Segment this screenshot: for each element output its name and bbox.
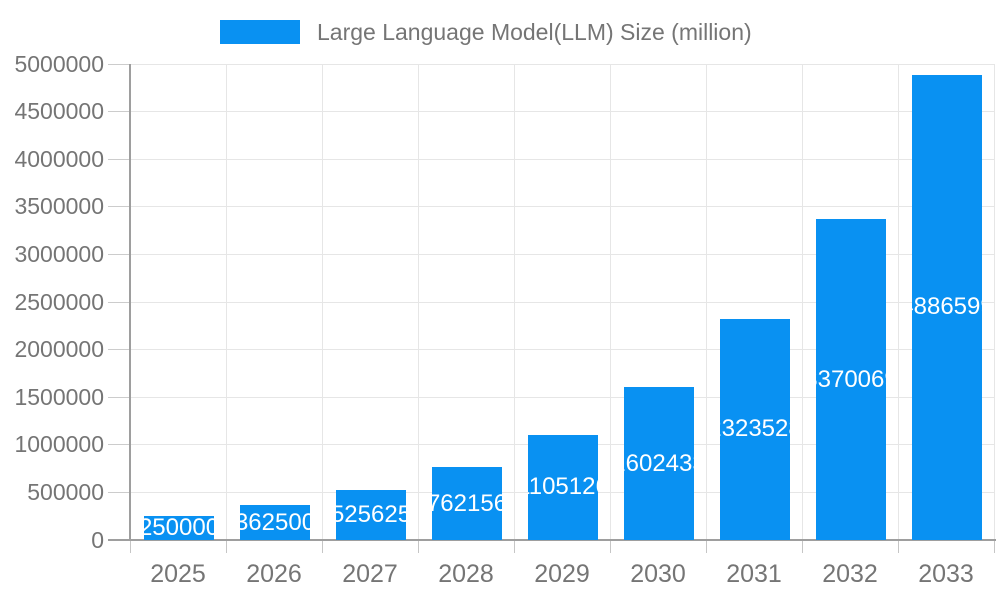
x-tick-label: 2032 xyxy=(822,560,878,588)
x-tick-label: 2028 xyxy=(438,560,494,588)
y-axis-tick xyxy=(108,253,130,255)
y-axis-tick xyxy=(108,491,130,493)
y-axis-tick xyxy=(108,444,130,446)
x-tick-label: 2033 xyxy=(918,560,974,588)
x-axis-tick xyxy=(897,541,899,553)
y-axis-tick xyxy=(108,158,130,160)
grid-line-v xyxy=(417,64,419,539)
grid-line-v xyxy=(609,64,611,539)
x-axis-tick xyxy=(609,541,611,553)
bar[interactable]: 1105126 xyxy=(528,434,598,540)
bar-value-label: 250000 xyxy=(144,516,214,540)
y-tick-label: 500000 xyxy=(27,478,104,505)
grid-line-v xyxy=(225,64,227,539)
bar-value-label: 525625 xyxy=(336,500,406,528)
x-axis-tick xyxy=(129,541,131,553)
grid-line-v xyxy=(513,64,515,539)
grid-line-h xyxy=(130,158,994,160)
y-axis-tick xyxy=(108,349,130,351)
bar-value-label: 1105126 xyxy=(528,473,598,501)
bar[interactable]: 4886599 xyxy=(912,74,982,540)
grid-line-h xyxy=(130,349,994,351)
grid-line-v xyxy=(897,64,899,539)
grid-line-v xyxy=(801,64,803,539)
y-axis-tick xyxy=(108,206,130,208)
grid-line-v xyxy=(993,64,995,539)
bar-value-label: 1602433 xyxy=(624,449,694,477)
y-tick-label: 2500000 xyxy=(14,288,104,315)
y-axis-tick xyxy=(108,301,130,303)
x-tick-label: 2025 xyxy=(150,560,206,588)
bar[interactable]: 1602433 xyxy=(624,387,694,540)
y-tick-label: 0 xyxy=(91,526,104,553)
grid-line-h xyxy=(130,253,994,255)
bar-value-label: 3370069 xyxy=(816,365,886,393)
chart-legend[interactable]: Large Language Model(LLM) Size (million) xyxy=(220,20,752,44)
bar-value-label: 2323528 xyxy=(720,415,790,443)
bar-value-label: 4886599 xyxy=(912,293,982,321)
x-tick-label: 2026 xyxy=(246,560,302,588)
grid-line-v xyxy=(705,64,707,539)
y-tick-label: 3000000 xyxy=(14,240,104,267)
y-tick-label: 2000000 xyxy=(14,336,104,363)
y-axis-line xyxy=(129,64,131,541)
grid-line-h xyxy=(130,63,994,65)
x-tick-label: 2027 xyxy=(342,560,398,588)
x-axis-tick xyxy=(993,541,995,553)
grid-line-h xyxy=(130,396,994,398)
y-tick-label: 5000000 xyxy=(14,50,104,77)
y-tick-label: 4000000 xyxy=(14,145,104,172)
bar-value-label: 362500 xyxy=(240,508,310,536)
x-tick-label: 2029 xyxy=(534,560,590,588)
bar[interactable]: 362500 xyxy=(240,505,310,540)
x-axis-tick xyxy=(801,541,803,553)
legend-swatch[interactable] xyxy=(220,20,300,44)
y-tick-label: 1500000 xyxy=(14,383,104,410)
x-tick-label: 2031 xyxy=(726,560,782,588)
y-tick-label: 4500000 xyxy=(14,98,104,125)
x-axis-tick xyxy=(321,541,323,553)
bar[interactable]: 2323528 xyxy=(720,318,790,540)
bar-value-label: 762156 xyxy=(432,489,502,517)
y-axis-tick xyxy=(108,396,130,398)
y-tick-label: 3500000 xyxy=(14,193,104,220)
bar[interactable]: 762156 xyxy=(432,467,502,540)
y-axis-tick xyxy=(108,111,130,113)
x-axis-tick xyxy=(513,541,515,553)
grid-line-v xyxy=(321,64,323,539)
legend-label: Large Language Model(LLM) Size (million) xyxy=(317,18,752,45)
y-axis-tick xyxy=(108,63,130,65)
bar[interactable]: 3370069 xyxy=(816,219,886,540)
x-axis-tick xyxy=(417,541,419,553)
grid-line-h xyxy=(130,111,994,113)
x-axis-tick xyxy=(225,541,227,553)
x-tick-label: 2030 xyxy=(630,560,686,588)
bar[interactable]: 250000 xyxy=(144,516,214,540)
x-axis-tick xyxy=(705,541,707,553)
y-tick-label: 1000000 xyxy=(14,431,104,458)
grid-line-h xyxy=(130,301,994,303)
grid-line-h xyxy=(130,206,994,208)
x-axis-line xyxy=(108,539,996,541)
bar[interactable]: 525625 xyxy=(336,489,406,540)
